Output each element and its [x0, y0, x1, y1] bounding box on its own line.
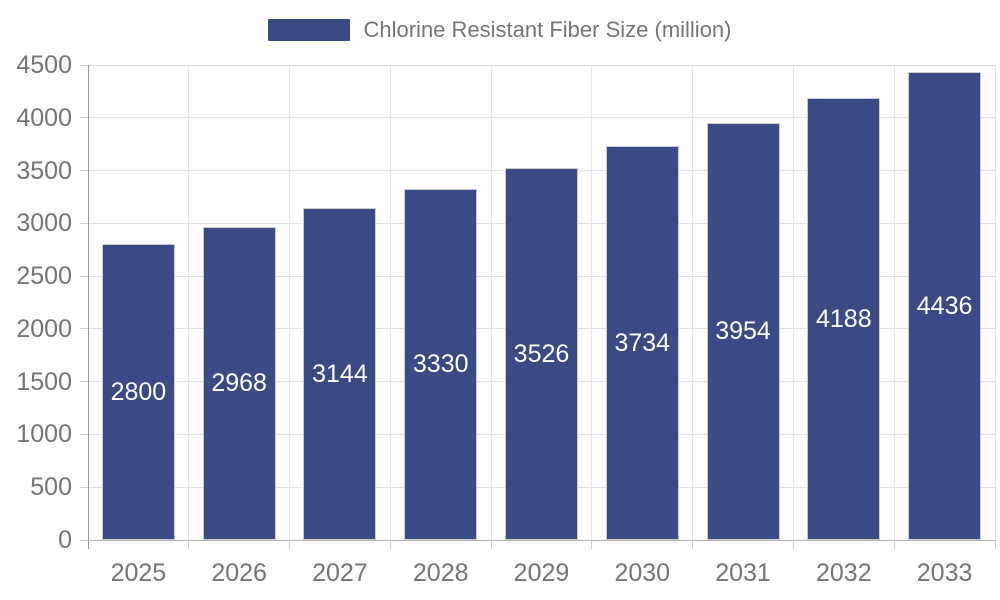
bar-value-label: 3954 [715, 317, 771, 346]
gridline-vertical [490, 65, 492, 540]
x-tick [289, 540, 291, 549]
y-axis-tick-label: 2500 [16, 262, 72, 291]
y-axis-tick-label: 3000 [16, 209, 72, 238]
gridline-vertical [893, 65, 895, 540]
y-tick [80, 539, 88, 541]
x-axis-tick-label: 2028 [412, 559, 469, 587]
y-tick [80, 381, 88, 383]
x-tick [490, 540, 492, 549]
bar[interactable] [505, 167, 578, 540]
x-axis-tick-label: 2027 [312, 559, 368, 587]
gridline-vertical [389, 65, 391, 540]
gridline-horizontal [88, 117, 995, 119]
x-axis-tick-label: 2025 [110, 559, 167, 587]
y-tick [80, 328, 88, 330]
bar-value-label: 3734 [614, 328, 671, 357]
y-axis-tick-label: 500 [30, 473, 72, 502]
y-axis-tick-label: 1000 [16, 420, 72, 449]
gridline-vertical [792, 65, 794, 540]
gridline-horizontal [88, 539, 995, 541]
bar-value-label: 2800 [110, 378, 167, 407]
x-axis-tick-label: 2033 [916, 559, 973, 587]
bar[interactable] [605, 145, 679, 540]
bar[interactable] [101, 244, 175, 540]
bar[interactable] [303, 208, 377, 540]
y-axis-tick-label: 4000 [16, 103, 72, 132]
y-tick [80, 433, 88, 435]
bar[interactable] [404, 188, 478, 540]
bar-value-label: 4188 [816, 304, 872, 333]
y-axis-tick-label: 4500 [16, 51, 72, 79]
y-tick [80, 64, 88, 66]
y-tick [80, 117, 88, 119]
x-axis-tick-label: 2031 [715, 559, 771, 587]
gridline-vertical [188, 65, 190, 540]
x-axis-tick-label: 2032 [816, 559, 872, 587]
y-tick [80, 275, 88, 277]
bar-value-label: 2968 [211, 369, 267, 398]
x-tick [389, 540, 391, 549]
bar-value-label: 3526 [513, 339, 570, 368]
gridline-vertical [994, 65, 996, 540]
bar-value-label: 3144 [312, 360, 368, 389]
x-tick [994, 540, 996, 549]
x-axis-tick-label: 2030 [614, 559, 671, 587]
y-axis-tick-label: 1500 [16, 367, 72, 396]
x-tick [893, 540, 895, 549]
bar[interactable] [706, 122, 780, 540]
gridline-horizontal [88, 64, 995, 66]
legend-label: Chlorine Resistant Fiber Size (million) [363, 17, 732, 42]
y-tick [80, 486, 88, 488]
x-axis-tick-label: 2029 [513, 559, 570, 587]
gridline-vertical [591, 65, 593, 540]
bar[interactable] [908, 71, 982, 540]
x-tick [188, 540, 190, 549]
y-axis-tick-label: 0 [58, 526, 72, 554]
x-axis-tick-label: 2026 [211, 559, 267, 587]
bar[interactable] [807, 97, 881, 540]
y-axis-tick-label: 2000 [16, 314, 72, 343]
legend-item[interactable]: Chlorine Resistant Fiber Size (million) [0, 17, 1000, 43]
y-tick [80, 222, 88, 224]
y-axis-line [87, 65, 89, 549]
bar-value-label: 4436 [916, 291, 973, 320]
y-tick [80, 170, 88, 172]
gridline-vertical [692, 65, 694, 540]
gridline-vertical [289, 65, 291, 540]
x-tick [591, 540, 593, 549]
x-tick [792, 540, 794, 549]
bar-value-label: 3330 [412, 350, 469, 379]
bar[interactable] [202, 226, 276, 540]
legend-swatch-icon [268, 19, 351, 41]
y-axis-tick-label: 3500 [16, 156, 72, 185]
x-tick [692, 540, 694, 549]
